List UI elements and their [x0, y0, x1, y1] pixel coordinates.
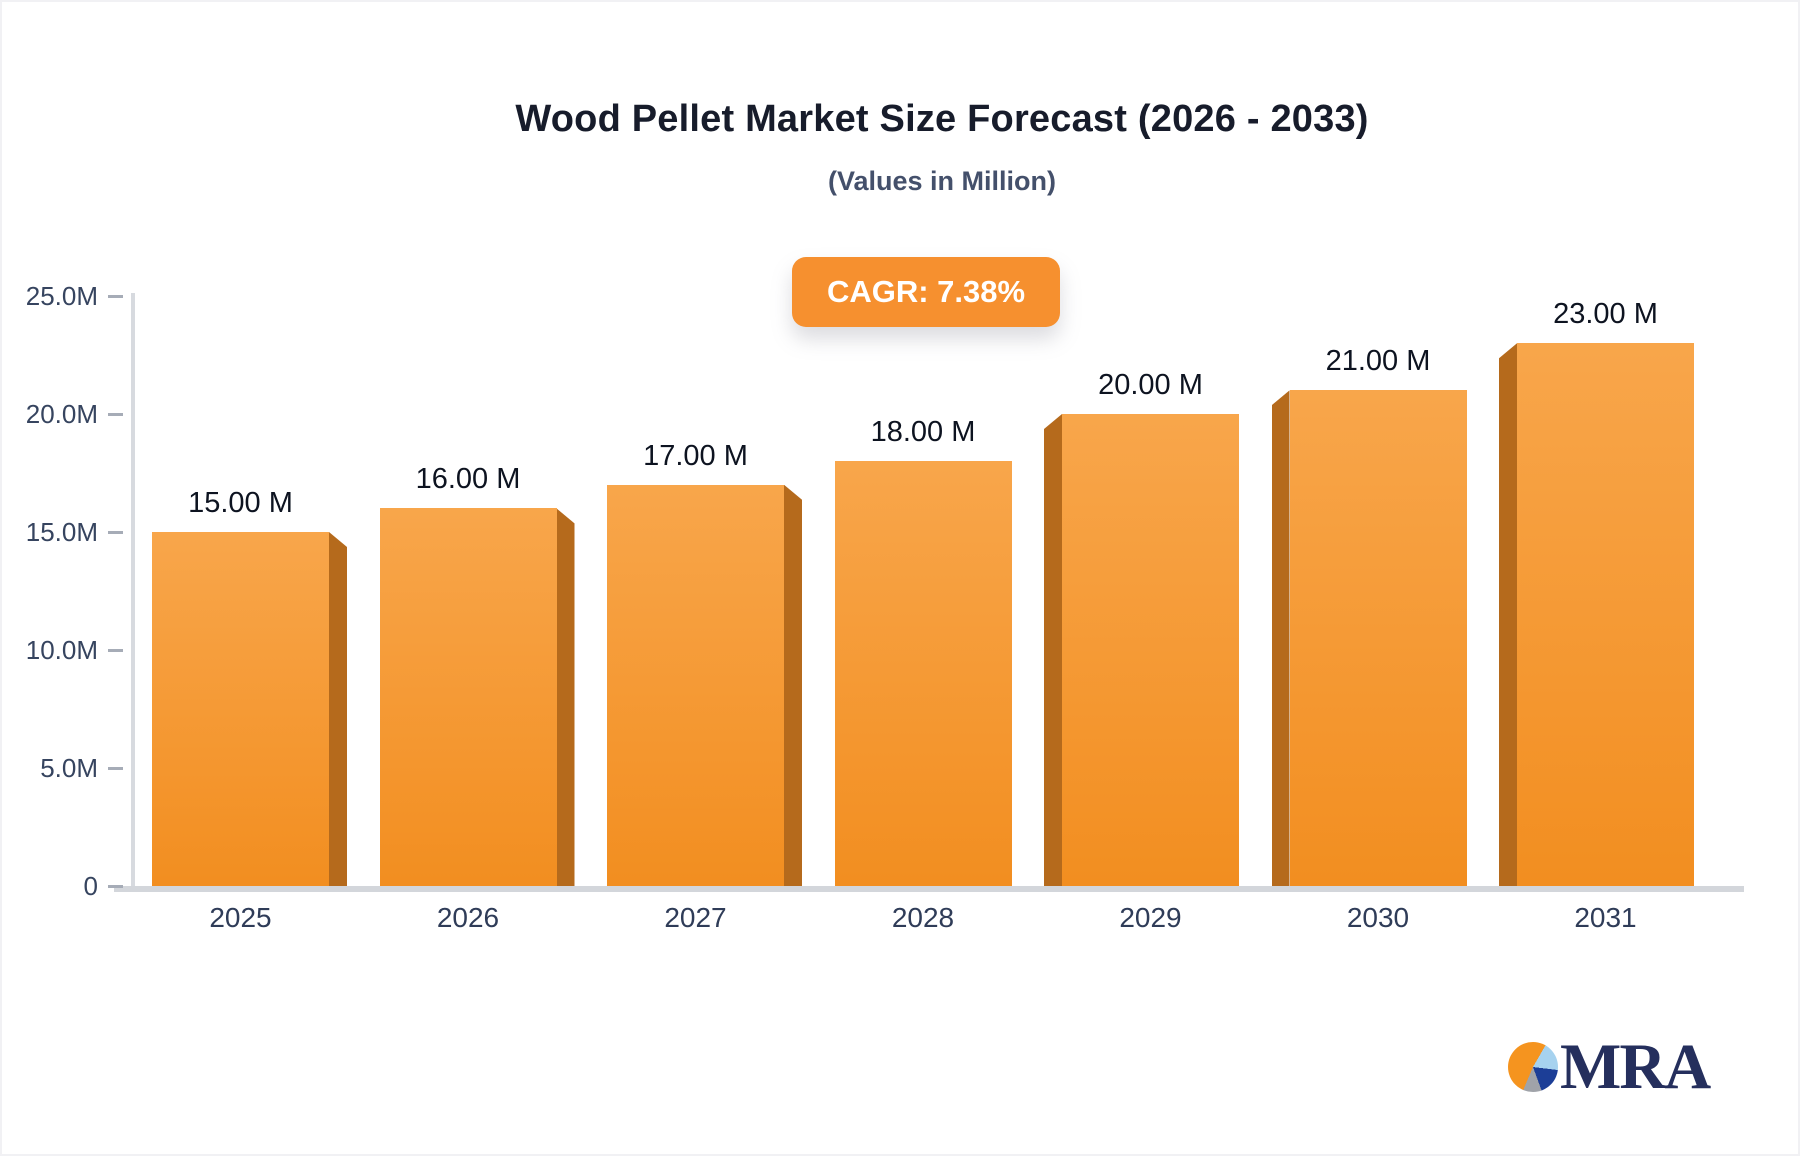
y-tick-label: 20.0M — [25, 399, 98, 429]
logo-pie-icon — [1508, 1042, 1558, 1092]
bar-side-face — [1271, 390, 1290, 886]
bar-face — [1062, 414, 1239, 886]
y-tick-mark — [108, 649, 123, 652]
x-axis-label-2031: 2031 — [1574, 902, 1637, 933]
x-axis-label-2026: 2026 — [436, 902, 500, 933]
y-tick-label: 10.0M — [25, 635, 98, 665]
bar-value-label: 15.00 M — [188, 487, 293, 519]
y-tick-label: 25.0M — [25, 281, 98, 311]
x-axis-label-2030: 2030 — [1346, 902, 1410, 933]
chart-subtitle: (Values in Million) — [827, 166, 1057, 196]
y-axis-line — [131, 293, 135, 888]
cagr-badge: CAGR: 7.38% — [792, 257, 1060, 327]
bar-face — [1517, 343, 1694, 886]
bar-face — [379, 508, 557, 886]
bar-side-face — [329, 532, 347, 886]
bar-side-face — [1499, 343, 1517, 886]
bar-side-face — [784, 484, 802, 886]
bar-face — [152, 532, 329, 886]
x-axis-label-2025: 2025 — [209, 902, 272, 933]
bar-face — [607, 484, 784, 886]
bar-side-face — [556, 508, 575, 886]
y-tick-mark — [108, 767, 123, 770]
y-tick-label: 15.0M — [25, 517, 98, 547]
bar-value-label: 16.00 M — [415, 463, 521, 496]
y-tick-mark — [108, 295, 123, 298]
y-tick-mark — [108, 413, 123, 416]
bar-side-face — [1044, 414, 1062, 886]
bar-value-label: 21.00 M — [1325, 345, 1431, 378]
bar-value-label: 17.00 M — [643, 439, 748, 472]
x-axis-label-2028: 2028 — [891, 902, 955, 933]
bar-value-label: 20.00 M — [1098, 369, 1203, 401]
bar-value-label: 18.00 M — [870, 416, 976, 449]
y-tick-label: 5.0M — [40, 753, 98, 783]
logo-text: MRA — [1560, 1031, 1711, 1103]
x-axis-label-2027: 2027 — [664, 902, 727, 933]
y-tick-mark — [108, 531, 123, 534]
x-axis-line — [114, 886, 1744, 892]
y-tick-mark — [108, 885, 123, 888]
mra-logo: MRA — [1508, 1031, 1711, 1103]
y-tick-label: 0 — [83, 871, 98, 901]
bar-value-label: 23.00 M — [1553, 298, 1658, 331]
bar-face — [1289, 390, 1467, 886]
chart-title: Wood Pellet Market Size Forecast (2026 -… — [515, 98, 1369, 140]
x-axis-label-2029: 2029 — [1119, 902, 1182, 933]
bar-face — [834, 461, 1012, 886]
